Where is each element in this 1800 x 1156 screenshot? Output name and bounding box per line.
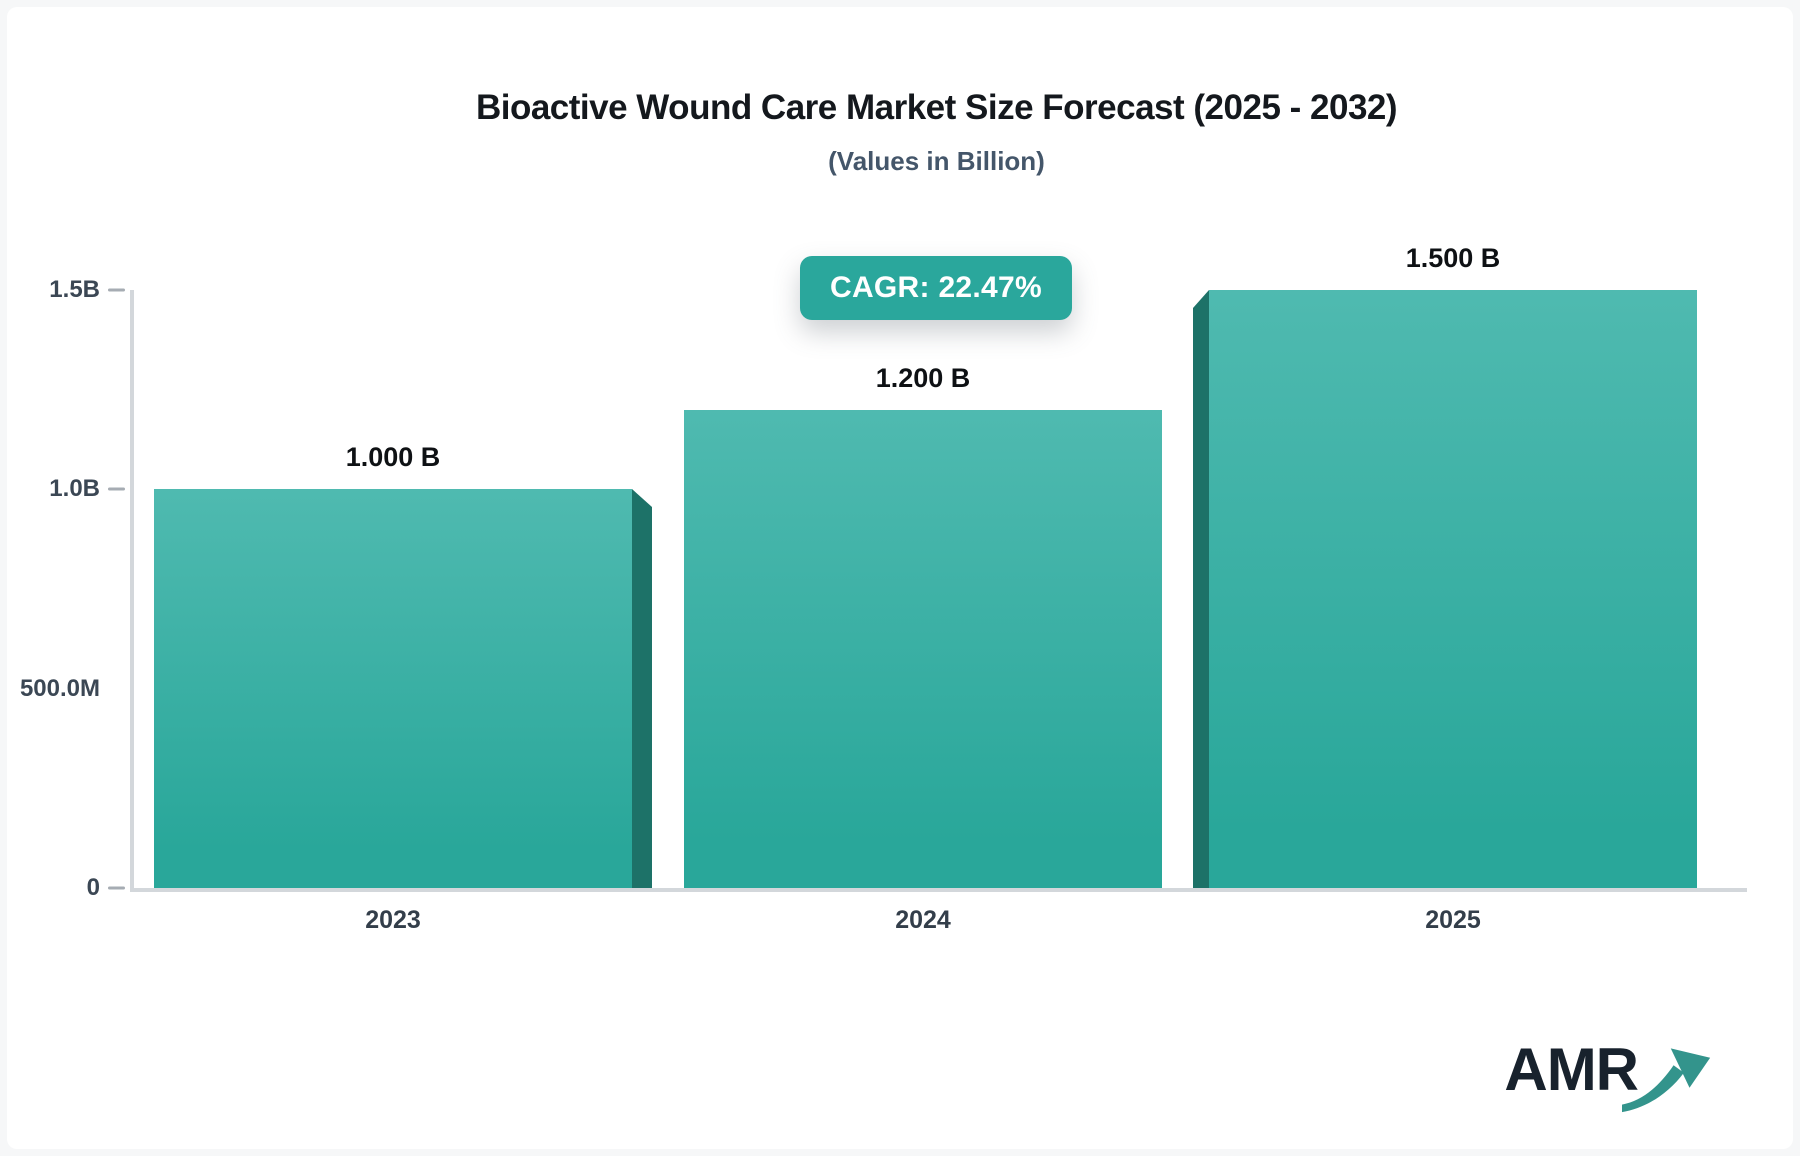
- y-tick-label-0: 0: [86, 874, 100, 901]
- bar-2024: [684, 410, 1162, 888]
- chart-header: Bioactive Wound Care Market Size Forecas…: [130, 88, 1743, 177]
- y-tick-label-1.0B: 1.0B: [49, 475, 100, 503]
- cagr-badge-label: CAGR: 22.47%: [829, 271, 1043, 304]
- plot-area: 1.5B 1.0B 500.0M 0 1.000 B 2023 1.200 B 202…: [20, 245, 1747, 934]
- amr-logo: AMR: [1504, 1040, 1712, 1120]
- bar-group-2025: 1.500 B 2025: [1209, 245, 1697, 934]
- bar-2025: [1209, 290, 1697, 888]
- bar-2023: [154, 489, 632, 888]
- chart-subtitle: (Values in Billion): [828, 146, 1045, 176]
- amr-logo-text: AMR: [1504, 1036, 1639, 1103]
- y-tick-dash: [108, 288, 125, 292]
- y-tick-label-1.5B: 1.5B: [49, 276, 100, 303]
- chart-title: Bioactive Wound Care Market Size Forecas…: [475, 88, 1398, 127]
- cagr-badge: CAGR: 22.47%: [799, 256, 1073, 320]
- bar-group-2023: 1.000 B 2023: [154, 290, 632, 934]
- x-axis-label-2023: 2023: [365, 906, 421, 934]
- bar-value-label-2025: 1.500 B: [1405, 243, 1501, 273]
- y-tick-label-500.0M: 500.0M: [19, 674, 100, 702]
- x-axis-label-2024: 2024: [895, 906, 951, 934]
- x-axis-label-2025: 2025: [1425, 906, 1481, 934]
- growth-arrow-icon: [1622, 1048, 1711, 1113]
- y-tick-dash: [108, 886, 125, 890]
- bar-group-2024: 1.200 B 2024: [684, 290, 1162, 934]
- bar-value-label-2024: 1.200 B: [875, 363, 971, 393]
- y-tick-dash: [108, 487, 125, 491]
- bar-value-label-2023: 1.000 B: [345, 442, 441, 472]
